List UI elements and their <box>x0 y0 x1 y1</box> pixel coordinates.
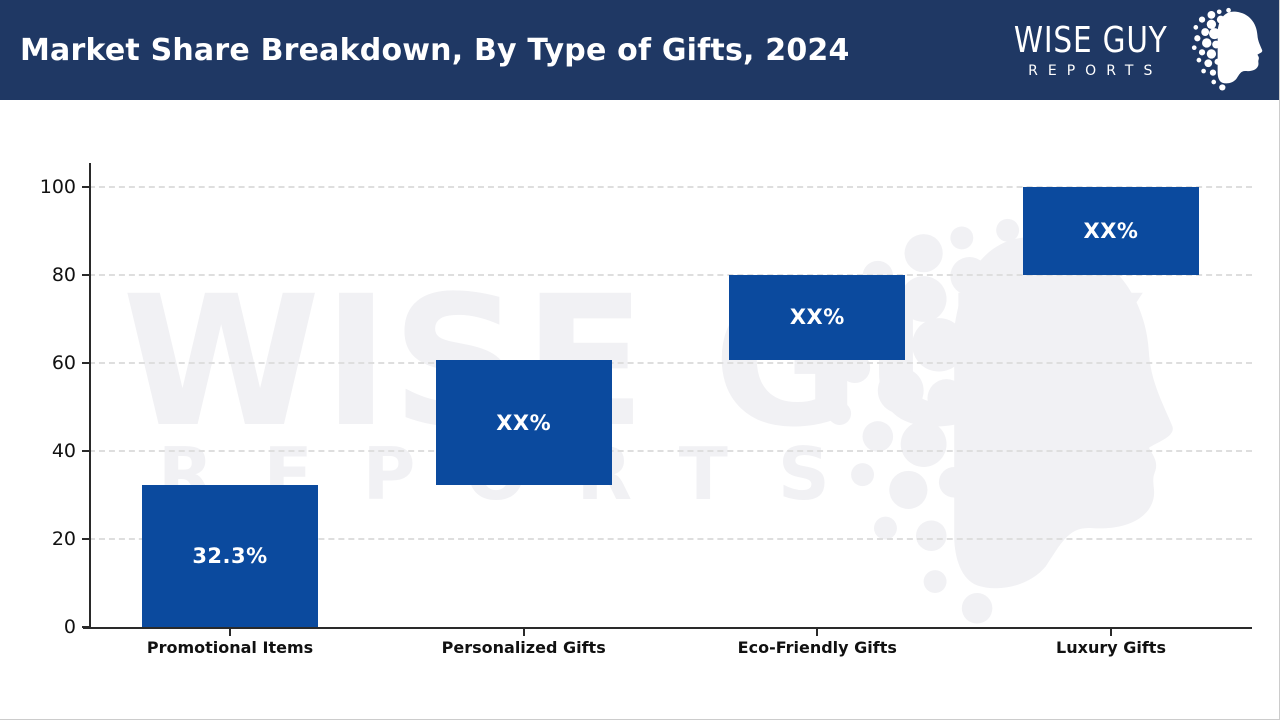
bar-value-label: XX% <box>1083 218 1139 243</box>
bar-3: XX% <box>729 274 906 361</box>
wiseguy-logo: WISE GUY REPORTS <box>997 7 1267 93</box>
y-tick-20 <box>82 538 89 540</box>
wiseguy-head-icon <box>1191 7 1263 91</box>
y-tick-label-0: 0 <box>63 616 76 638</box>
category-label: Eco-Friendly Gifts <box>737 638 897 657</box>
bar-2: XX% <box>435 360 612 485</box>
bar-4: XX% <box>1023 187 1199 275</box>
y-tick-label-20: 20 <box>51 528 76 550</box>
x-axis-line <box>83 627 1252 629</box>
y-tick-label-60: 60 <box>51 352 76 374</box>
gridline-60 <box>89 362 1252 364</box>
bar-1: 32.3% <box>142 484 318 627</box>
y-tick-label-40: 40 <box>51 440 76 462</box>
category-label: Personalized Gifts <box>441 638 606 657</box>
category-label: Luxury Gifts <box>1056 638 1166 657</box>
logo-wordmark: WISE GUY <box>1013 19 1168 61</box>
bar-value-label: 32.3% <box>192 543 268 568</box>
gridline-80 <box>89 274 1252 276</box>
y-tick-80 <box>82 274 89 276</box>
y-tick-label-100: 100 <box>39 176 76 198</box>
logo-subtitle: REPORTS <box>1028 62 1163 79</box>
page-title: Market Share Breakdown, By Type of Gifts… <box>20 32 850 68</box>
x-tick-1 <box>229 629 231 636</box>
category-label: Promotional Items <box>146 638 314 657</box>
header-bar: Market Share Breakdown, By Type of Gifts… <box>0 0 1279 100</box>
gridline-20 <box>89 538 1252 540</box>
y-tick-60 <box>82 362 89 364</box>
x-tick-3 <box>816 629 819 636</box>
bar-value-label: XX% <box>789 305 845 330</box>
y-tick-100 <box>82 186 89 188</box>
y-axis-line <box>89 163 91 629</box>
x-tick-2 <box>522 629 525 636</box>
logo-text: WISE GUY REPORTS <box>997 19 1185 79</box>
gridline-40 <box>89 450 1252 452</box>
gridline-100 <box>89 186 1252 188</box>
bar-value-label: XX% <box>496 410 552 435</box>
y-tick-40 <box>82 450 89 452</box>
x-tick-4 <box>1110 629 1112 636</box>
y-tick-label-80: 80 <box>51 264 76 286</box>
